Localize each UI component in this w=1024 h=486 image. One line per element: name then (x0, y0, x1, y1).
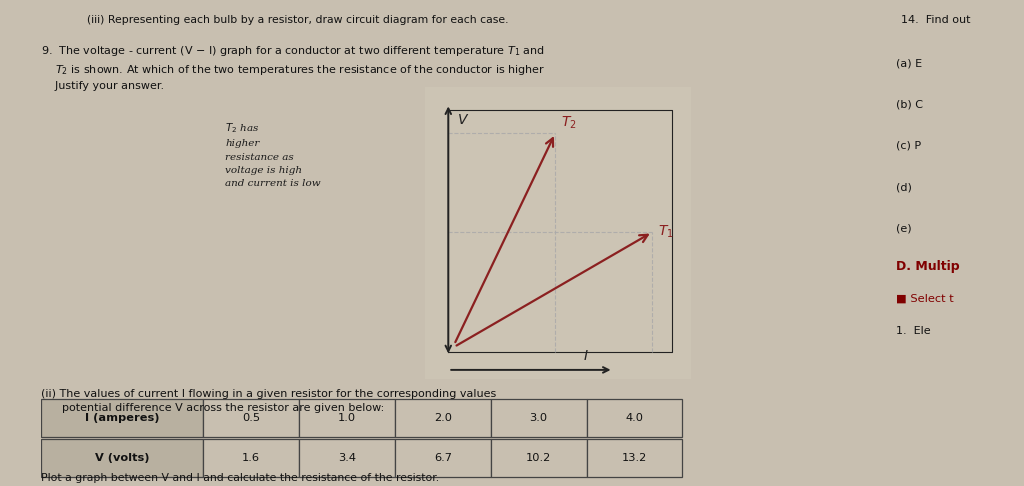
Text: 2.0: 2.0 (434, 413, 452, 423)
Text: Plot a graph between V and I and calculate the resistance of the resistor.: Plot a graph between V and I and calcula… (41, 473, 439, 483)
Bar (203, 399, 299, 437)
Bar (41, 439, 203, 477)
Text: $T_2$: $T_2$ (561, 115, 577, 131)
Text: 1.6: 1.6 (242, 453, 260, 463)
Bar (203, 439, 299, 477)
Text: 3.0: 3.0 (529, 413, 548, 423)
Bar (587, 439, 682, 477)
Text: $T_1$: $T_1$ (658, 224, 674, 241)
Text: 3.4: 3.4 (338, 453, 356, 463)
Text: 4.0: 4.0 (626, 413, 643, 423)
Text: $T_2$ has
higher
resistance as
voltage is high
and current is low: $T_2$ has higher resistance as voltage i… (225, 122, 321, 188)
Bar (395, 399, 490, 437)
Text: (b) C: (b) C (896, 100, 923, 110)
Bar (299, 439, 395, 477)
Text: 0.5: 0.5 (242, 413, 260, 423)
Text: ■ Select t: ■ Select t (896, 294, 953, 304)
Bar (299, 399, 395, 437)
Text: (c) P: (c) P (896, 141, 922, 151)
Text: (iii) Representing each bulb by a resistor, draw circuit diagram for each case.: (iii) Representing each bulb by a resist… (87, 15, 509, 25)
Text: 10.2: 10.2 (526, 453, 551, 463)
Text: V: V (458, 113, 468, 127)
Text: V (volts): V (volts) (95, 453, 150, 463)
Bar (395, 439, 490, 477)
Bar (490, 399, 587, 437)
Text: I (amperes): I (amperes) (85, 413, 160, 423)
Bar (490, 439, 587, 477)
Text: (d): (d) (896, 182, 912, 192)
Text: 1.0: 1.0 (338, 413, 356, 423)
Text: 6.7: 6.7 (434, 453, 452, 463)
Text: 14.  Find out: 14. Find out (901, 15, 971, 25)
Text: D. Multip: D. Multip (896, 260, 959, 273)
Bar (41, 399, 203, 437)
Text: (e): (e) (896, 224, 911, 234)
Bar (587, 399, 682, 437)
Text: (a) E: (a) E (896, 58, 923, 69)
Text: 9.  The voltage - current (V − I) graph for a conductor at two different tempera: 9. The voltage - current (V − I) graph f… (41, 44, 545, 91)
Text: 13.2: 13.2 (622, 453, 647, 463)
Text: I: I (584, 349, 588, 363)
Text: (ii) The values of current I flowing in a given resistor for the corresponding v: (ii) The values of current I flowing in … (41, 389, 497, 413)
Text: 1.  Ele: 1. Ele (896, 326, 931, 336)
